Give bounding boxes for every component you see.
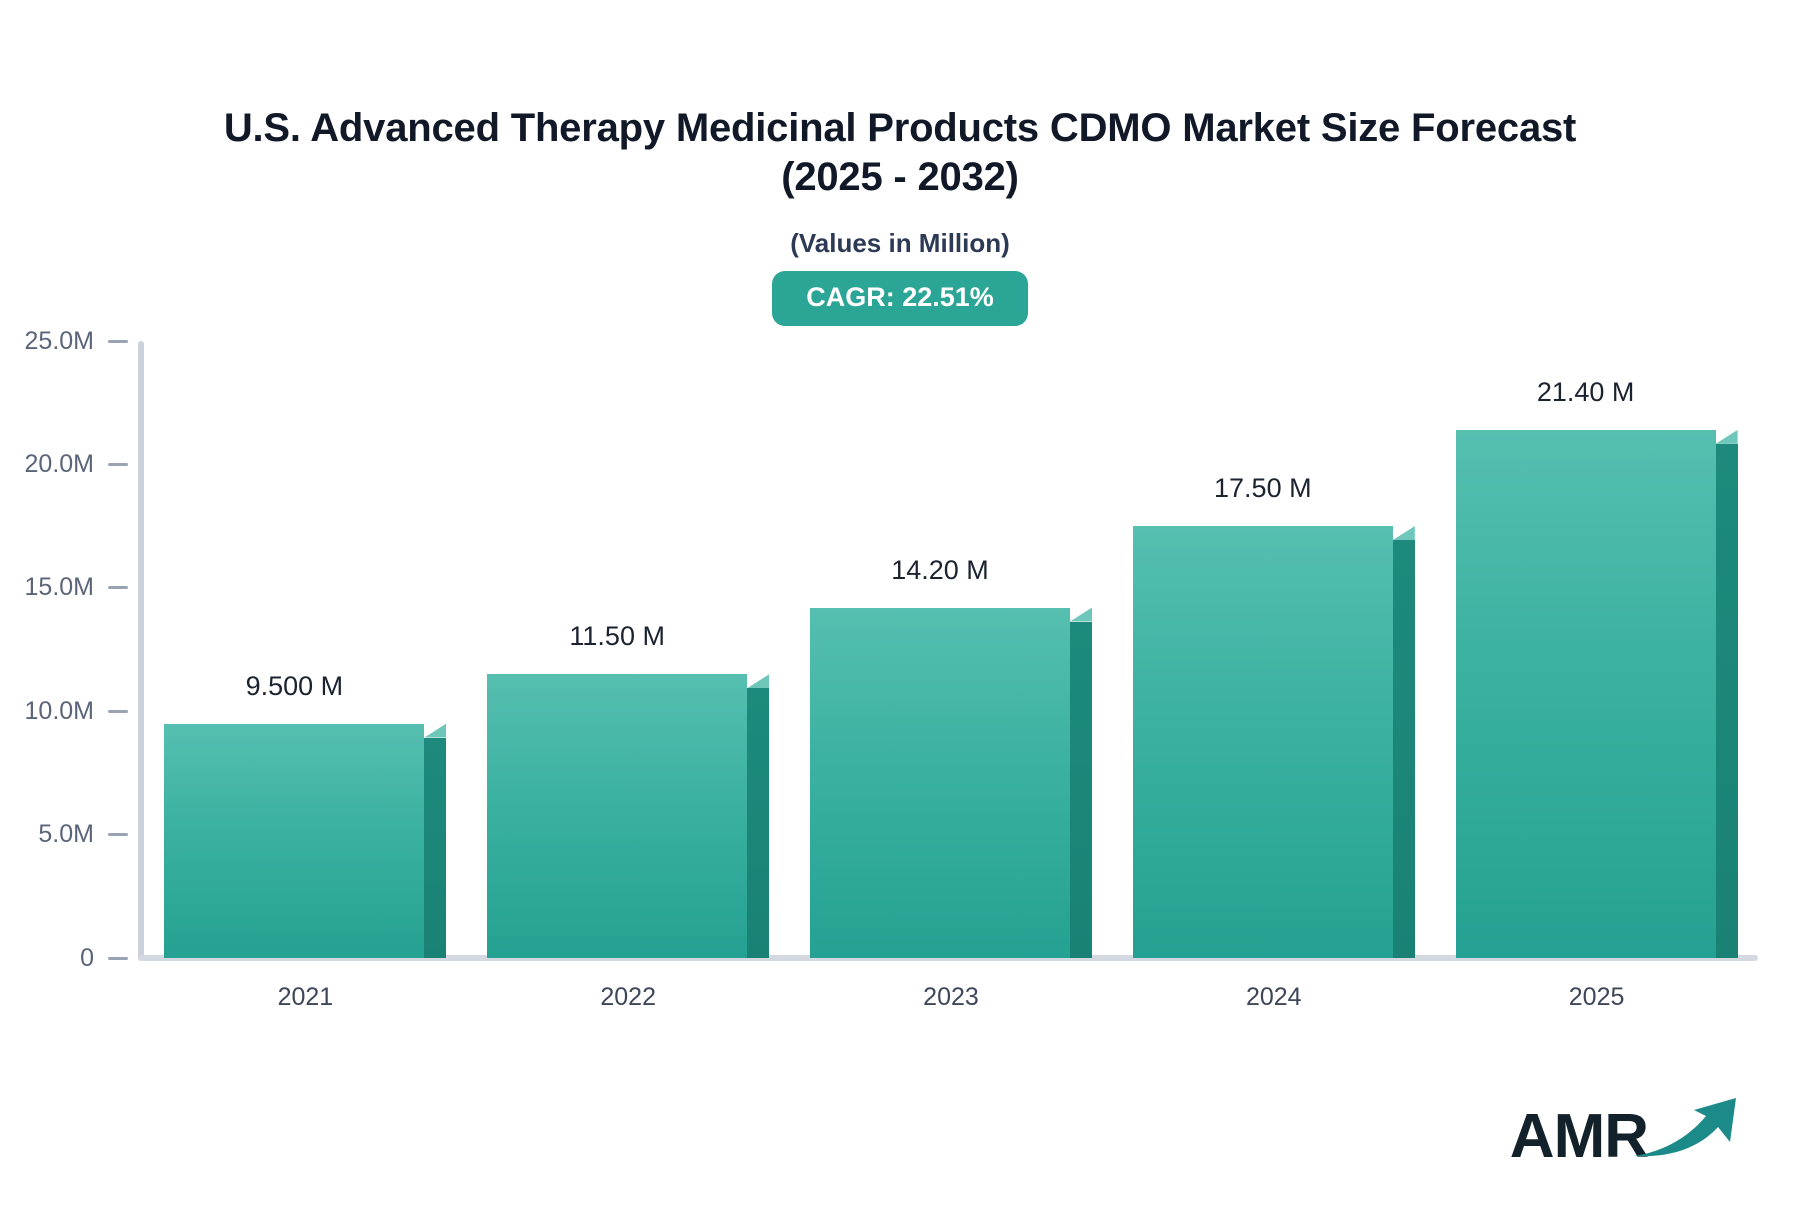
y-axis-tick-mark: [108, 956, 128, 960]
x-axis-tick-label: 2024: [1245, 983, 1302, 1011]
page-title: U.S. Advanced Therapy Medicinal Products…: [223, 106, 1577, 199]
y-axis-tick: 25.0M: [0, 326, 128, 355]
y-axis-tick-label: 0: [80, 943, 94, 972]
bar[interactable]: [810, 607, 1092, 958]
bar-column[interactable]: 11.50 M: [487, 341, 770, 958]
bar-side-face: [1715, 443, 1738, 958]
y-axis-tick-label: 20.0M: [24, 449, 94, 478]
x-axis-tick-label: 2022: [600, 983, 656, 1011]
y-axis-tick-mark: [108, 462, 128, 466]
y-axis-tick-mark: [108, 339, 128, 343]
bar-front-face: [487, 674, 748, 958]
y-axis-tick-label: 5.0M: [38, 820, 94, 849]
y-axis-tick: 0: [0, 943, 128, 972]
bar-side-face: [747, 688, 770, 958]
x-axis-line: [138, 955, 1758, 961]
x-axis-tick-label: 2025: [1568, 983, 1625, 1011]
bar-front-face: [810, 607, 1070, 958]
bar-top-bevel: [1392, 526, 1415, 541]
bar-front-face: [1455, 429, 1716, 958]
y-axis-tick-mark: [108, 833, 128, 837]
y-axis-tick: 10.0M: [0, 696, 128, 725]
x-axis-tick-label: 2023: [923, 983, 979, 1011]
y-axis-tick-mark: [108, 586, 128, 590]
bar-value-label: 17.50 M: [1214, 473, 1312, 504]
x-axis-tick-label: 2021: [277, 983, 334, 1011]
cagr-badge-container: CAGR: 22.51%: [0, 270, 1800, 326]
bar-top-bevel: [1715, 429, 1738, 444]
y-axis-tick: 15.0M: [0, 573, 128, 602]
bar-top-bevel: [747, 674, 770, 689]
y-axis-tick-label: 15.0M: [24, 573, 94, 602]
amr-wordmark: AMR: [1509, 1102, 1649, 1171]
bar-front-face: [164, 723, 425, 958]
y-axis-tick-label: 10.0M: [24, 696, 94, 725]
bar-value-label: 21.40 M: [1536, 376, 1635, 407]
bar-column[interactable]: 17.50 M: [1132, 341, 1415, 958]
bar-side-face: [1070, 621, 1092, 958]
growth-arrow-icon: [1634, 1098, 1736, 1157]
y-axis-tick: 20.0M: [0, 449, 128, 478]
chart-header: U.S. Advanced Therapy Medicinal Products…: [0, 0, 1800, 326]
bar-top-bevel: [1070, 607, 1092, 622]
bar[interactable]: [1132, 526, 1415, 958]
y-axis-tick-label: 25.0M: [24, 326, 94, 355]
y-axis-tick-mark: [108, 709, 128, 713]
y-axis-line: [138, 341, 144, 961]
bar-side-face: [1392, 540, 1415, 958]
bar-column[interactable]: 21.40 M: [1455, 341, 1738, 958]
bar-front-face: [1132, 526, 1393, 958]
bar[interactable]: [487, 674, 770, 958]
bar-value-label: 9.500 M: [245, 670, 344, 701]
chart-subtitle: (Values in Million): [790, 227, 1010, 258]
bar-value-label: 11.50 M: [569, 621, 665, 652]
bar-series: 9.500 M 11.50 M 14.20 M 17.50 M 21.40 M: [144, 341, 1758, 958]
amr-logo: AMR: [1510, 1094, 1742, 1168]
bar[interactable]: [1455, 429, 1738, 958]
bar-top-bevel: [424, 723, 447, 738]
bar[interactable]: [164, 723, 447, 958]
y-axis-tick: 5.0M: [0, 820, 128, 849]
bar-column[interactable]: 9.500 M: [164, 341, 447, 958]
bar-value-label: 14.20 M: [891, 554, 989, 585]
cagr-badge: CAGR: 22.51%: [772, 270, 1028, 326]
bar-column[interactable]: 14.20 M: [810, 341, 1092, 958]
bar-side-face: [424, 737, 447, 958]
